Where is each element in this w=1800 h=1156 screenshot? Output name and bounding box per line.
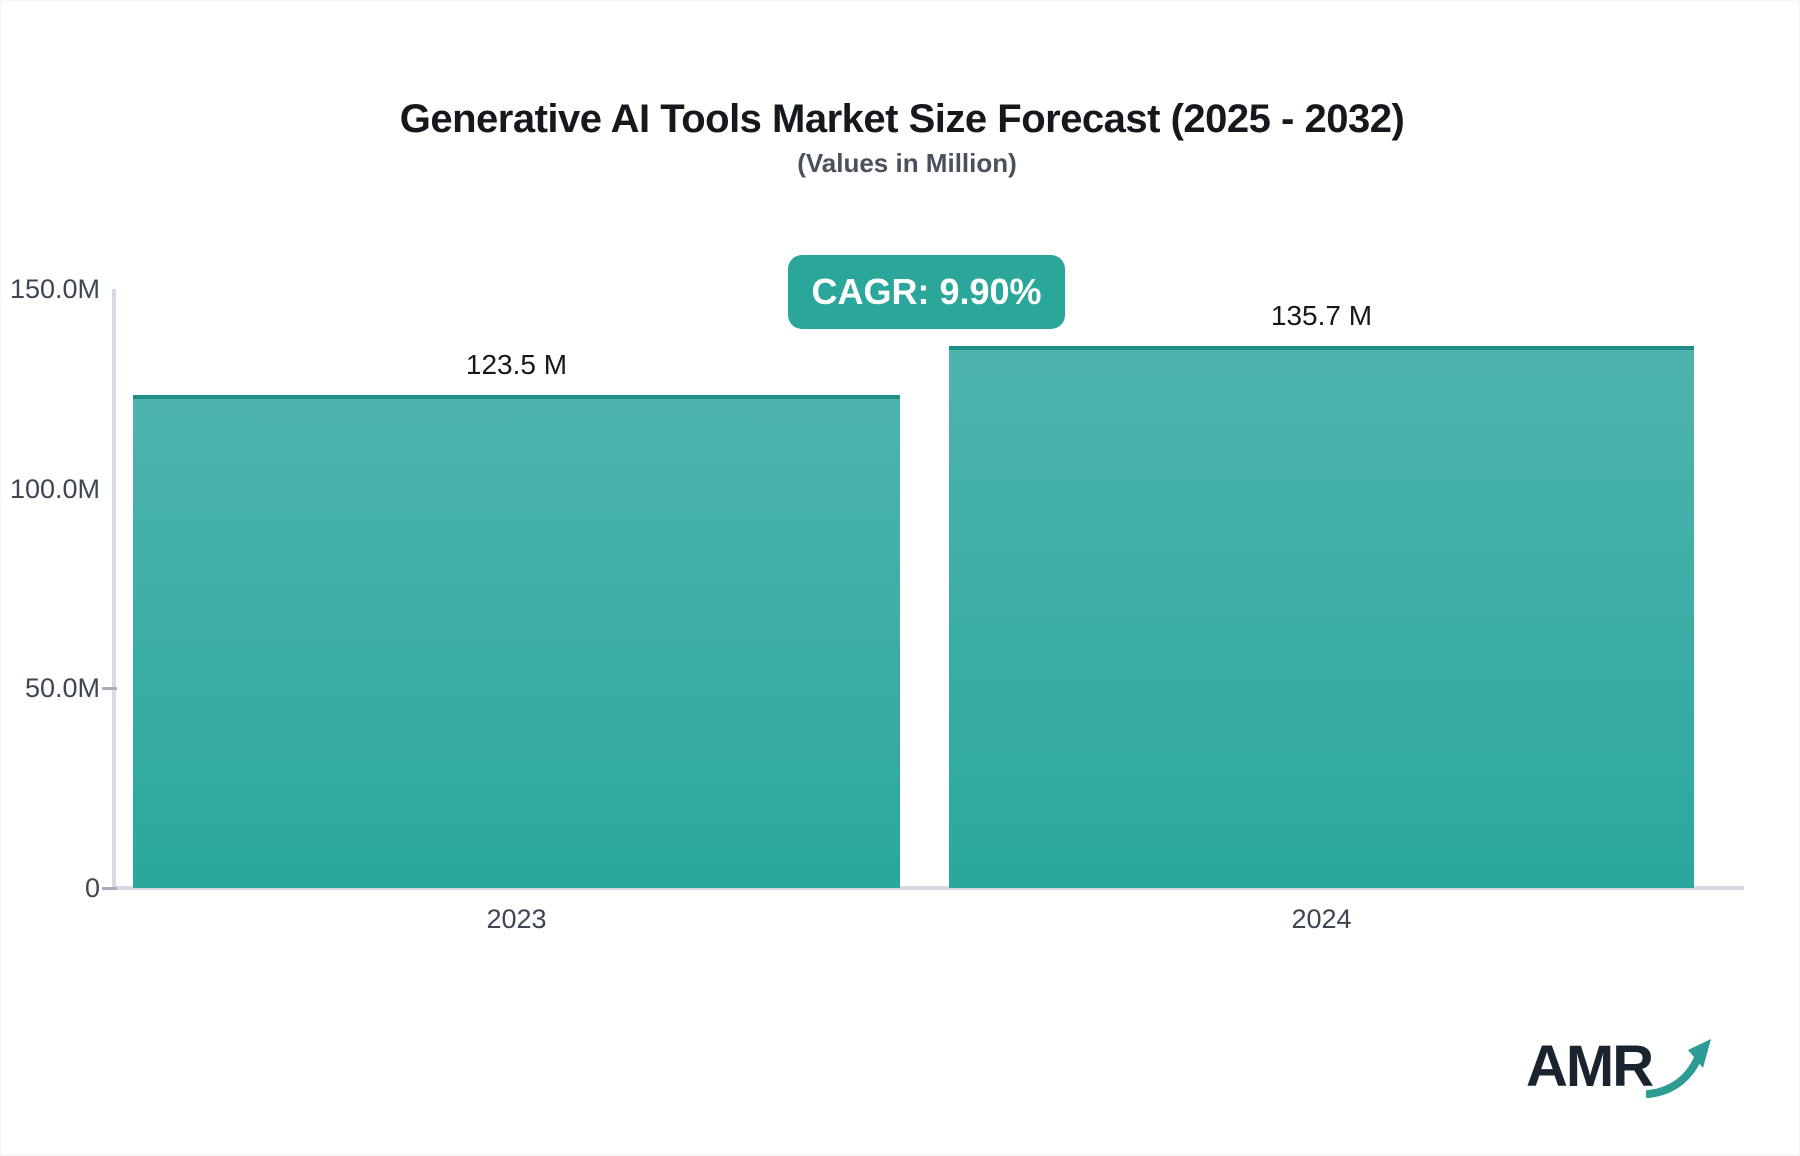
- x-tick-label-2023: 2023: [486, 904, 547, 934]
- x-tick-label-2024: 2024: [1291, 904, 1352, 934]
- y-tick-label: 0: [84, 873, 100, 903]
- x-axis-baseline: [112, 886, 1744, 890]
- chart-title: Generative AI Tools Market Size Forecast…: [399, 97, 1405, 141]
- chart-subtitle: (Values in Million): [797, 148, 1017, 178]
- cagr-badge: CAGR: 9.90%: [788, 255, 1065, 329]
- bar-value-label: 123.5 M: [465, 348, 568, 380]
- y-tick-mark: [102, 687, 117, 691]
- bar-value-label: 135.7 M: [1270, 300, 1373, 332]
- y-axis-line: [112, 289, 116, 888]
- amr-logo: AMR: [1526, 1036, 1746, 1126]
- y-tick-label: 50.0M: [24, 673, 100, 704]
- y-tick-label: 100.0M: [9, 473, 100, 504]
- amr-logo-text: AMR: [1526, 1034, 1654, 1099]
- bar-2023[interactable]: [133, 394, 900, 888]
- bar-2024[interactable]: [949, 346, 1694, 888]
- y-tick-mark: [102, 887, 117, 890]
- growth-arrow-icon: [1646, 1039, 1712, 1098]
- y-tick-label: 150.0M: [9, 274, 100, 304]
